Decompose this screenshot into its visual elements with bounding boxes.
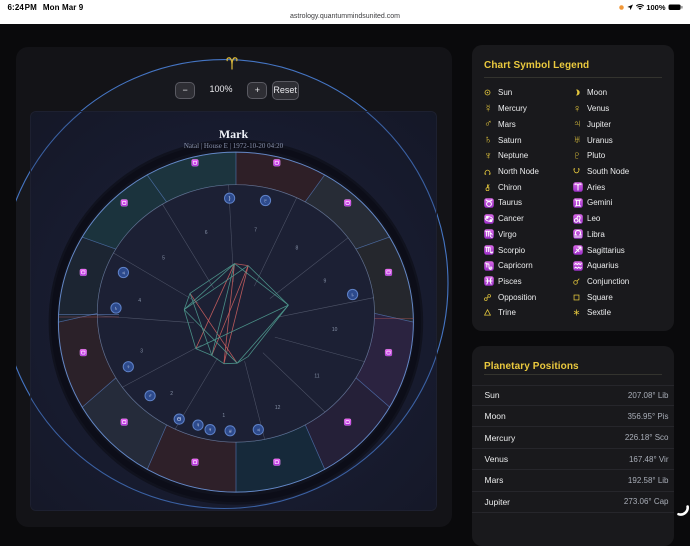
svg-text:♀: ♀	[126, 364, 130, 370]
svg-text:Θ: Θ	[177, 417, 182, 423]
svg-text:♃: ♃	[256, 427, 260, 433]
svg-text:7: 7	[254, 227, 257, 233]
svg-text:): )	[229, 196, 231, 202]
svg-text:3: 3	[140, 348, 143, 354]
svg-text:☿: ☿	[196, 423, 200, 429]
svg-text:♃: ♃	[121, 270, 125, 276]
svg-text:1: 1	[222, 413, 225, 419]
svg-text:2: 2	[170, 391, 173, 397]
svg-text:♄: ♄	[114, 306, 118, 312]
svg-text:4: 4	[138, 297, 141, 303]
svg-text:♄: ♄	[351, 292, 355, 298]
svg-text:♅: ♅	[228, 428, 232, 434]
svg-text:♆: ♆	[208, 427, 212, 433]
svg-text:12: 12	[275, 404, 281, 410]
svg-text:5: 5	[162, 255, 165, 261]
svg-text:9: 9	[324, 278, 327, 284]
svg-text:♂: ♂	[148, 393, 152, 399]
svg-text:11: 11	[314, 373, 319, 379]
svg-text:8: 8	[296, 245, 299, 251]
svg-text:6: 6	[205, 230, 208, 236]
svg-text:♇: ♇	[263, 198, 267, 204]
svg-text:10: 10	[332, 327, 338, 333]
